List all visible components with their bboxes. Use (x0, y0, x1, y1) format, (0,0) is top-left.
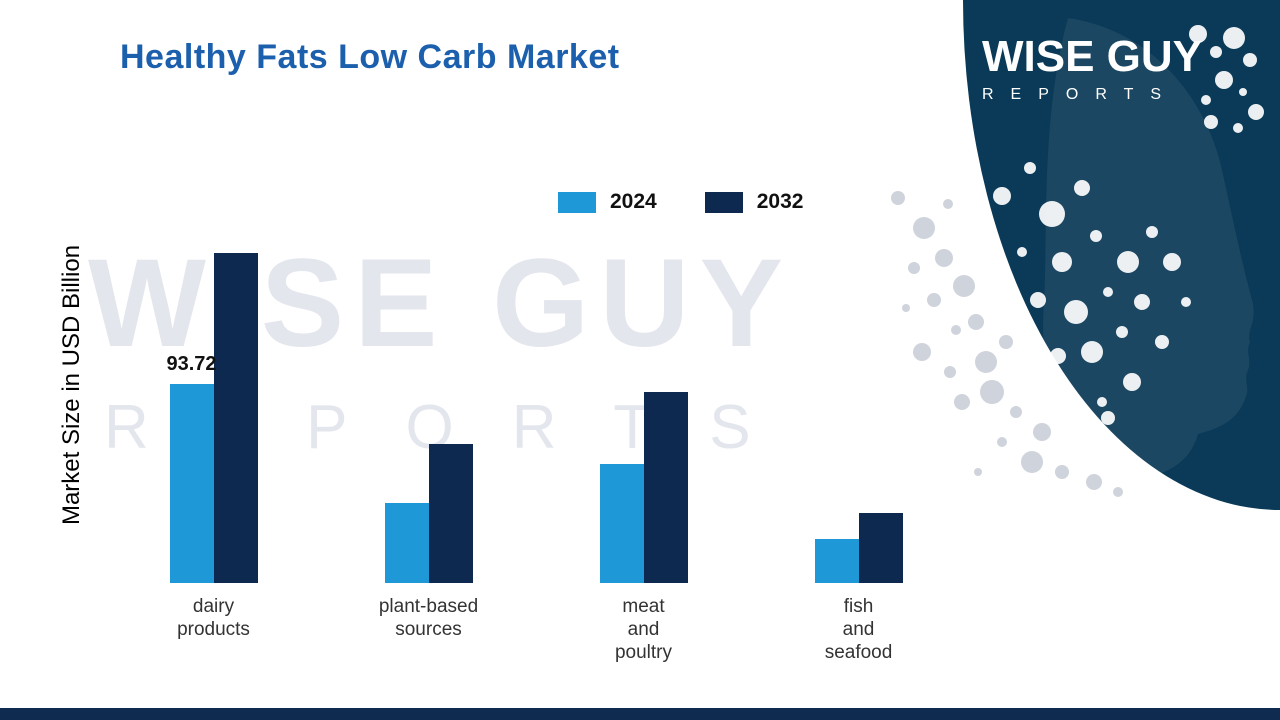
bar-pair (169, 253, 258, 583)
page-title: Healthy Fats Low Carb Market (120, 38, 620, 76)
bar-groups: 93.72 dairy products plant-based sources meat… (126, 243, 946, 663)
bar-2024-fish-and-seafood (814, 539, 859, 583)
category-label-dairy-products: dairy products (177, 596, 250, 641)
bar-pair (384, 444, 473, 583)
bar-pair (599, 392, 688, 583)
bar-2024-plant-based-sources (384, 503, 429, 583)
bar-2032-plant-based-sources (428, 444, 473, 583)
legend-item-2032: 2032 (704, 190, 804, 214)
bar-pair (814, 513, 903, 583)
bar-2032-dairy-products (213, 253, 258, 583)
legend-swatch-2024 (558, 191, 596, 213)
y-axis-label: Market Size in USD Billion (58, 244, 85, 526)
brand-logo-subtitle: REPORTS (982, 86, 1179, 104)
bar-chart: 93.72 dairy products plant-based sources meat… (126, 243, 946, 663)
bar-2024-meat-and-poultry (599, 464, 644, 583)
bar-group-plant-based-sources: plant-based sources (341, 243, 516, 640)
category-label-fish-and-seafood: fish and seafood (824, 596, 893, 664)
bar-2032-fish-and-seafood (858, 513, 903, 583)
bar-2024-dairy-products (169, 384, 214, 583)
brand-logo: WISE GUY REPORTS (982, 32, 1203, 104)
legend-label-2032: 2032 (756, 190, 804, 213)
category-label-meat-and-poultry: meat and poultry (614, 596, 673, 664)
watermark-line1: WISE GUY (88, 234, 794, 373)
bar-group-dairy-products: 93.72 dairy products (126, 243, 301, 640)
legend-item-2024: 2024 (558, 190, 657, 214)
legend-swatch-2032 (704, 191, 743, 213)
chart-legend: 2024 2032 (558, 190, 803, 214)
bar-group-meat-and-poultry: meat and poultry (556, 243, 731, 663)
footer-bar (0, 708, 1280, 720)
bar-2032-meat-and-poultry (643, 392, 688, 583)
legend-label-2024: 2024 (610, 190, 657, 213)
bar-group-fish-and-seafood: fish and seafood (771, 243, 946, 663)
category-label-plant-based-sources: plant-based sources (378, 596, 479, 641)
bar-value-label: 93.72 (166, 353, 217, 375)
brand-logo-name: WISE GUY (982, 32, 1203, 81)
